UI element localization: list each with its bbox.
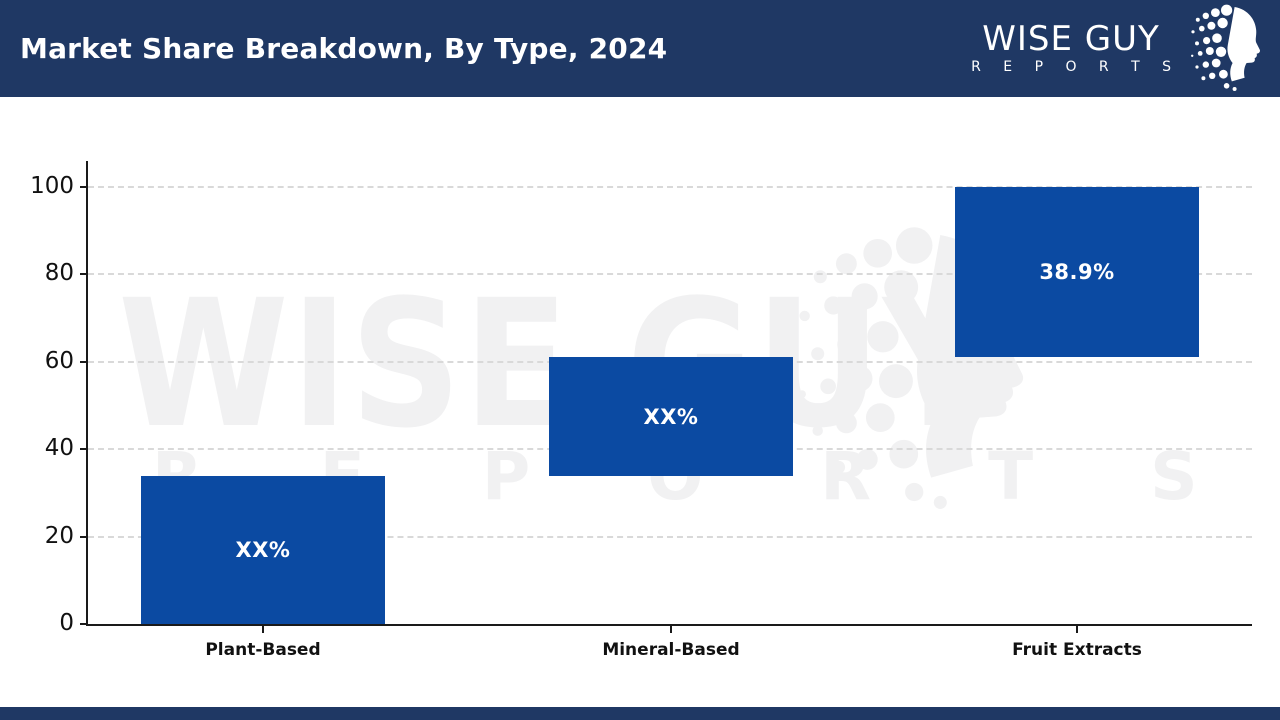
x-tick-mark <box>262 626 264 633</box>
y-tick-mark <box>80 360 88 363</box>
y-tick-label: 60 <box>44 347 74 374</box>
bar-value-label: XX% <box>235 538 291 563</box>
x-tick-label: Fruit Extracts <box>1012 640 1142 660</box>
bar-segment: XX% <box>141 476 385 624</box>
y-tick-label: 20 <box>44 522 74 549</box>
y-tick-mark <box>80 273 88 276</box>
y-tick-label: 100 <box>30 173 74 199</box>
y-tick-mark <box>80 186 88 188</box>
bar-value-label: 38.9% <box>1039 259 1115 284</box>
page-title: Market Share Breakdown, By Type, 2024 <box>20 32 668 65</box>
y-axis-line <box>86 161 88 626</box>
y-tick-mark <box>80 535 88 538</box>
bar-segment: XX% <box>549 356 793 477</box>
x-axis-line <box>86 624 1252 626</box>
x-tick-mark <box>670 626 672 633</box>
y-tick-mark <box>80 448 88 451</box>
y-tick-label: 0 <box>59 610 74 636</box>
wiseguy-logo: WISE GUY R E P O R T S <box>962 3 1280 95</box>
wiseguy-head-icon <box>1191 4 1261 91</box>
wiseguy-logo-text: WISE GUY R E P O R T S <box>962 18 1180 76</box>
gridline <box>88 186 1252 188</box>
y-tick-mark <box>80 623 88 625</box>
logo-subtitle: R E P O R T S <box>971 59 1180 76</box>
bar-segment: 38.9% <box>955 187 1199 357</box>
bar-value-label: XX% <box>643 404 699 429</box>
logo-wordmark: WISE GUY <box>982 18 1160 59</box>
x-tick-label: Plant-Based <box>205 640 321 660</box>
header-bar: Market Share Breakdown, By Type, 2024 WI… <box>0 0 1280 97</box>
y-tick-label: 80 <box>44 260 74 287</box>
gridline <box>88 535 1252 538</box>
gridline <box>88 273 1252 276</box>
x-tick-mark <box>1076 626 1078 633</box>
x-tick-label: Mineral-Based <box>602 640 740 660</box>
footer-bar <box>0 707 1280 720</box>
y-tick-label: 40 <box>44 435 74 462</box>
